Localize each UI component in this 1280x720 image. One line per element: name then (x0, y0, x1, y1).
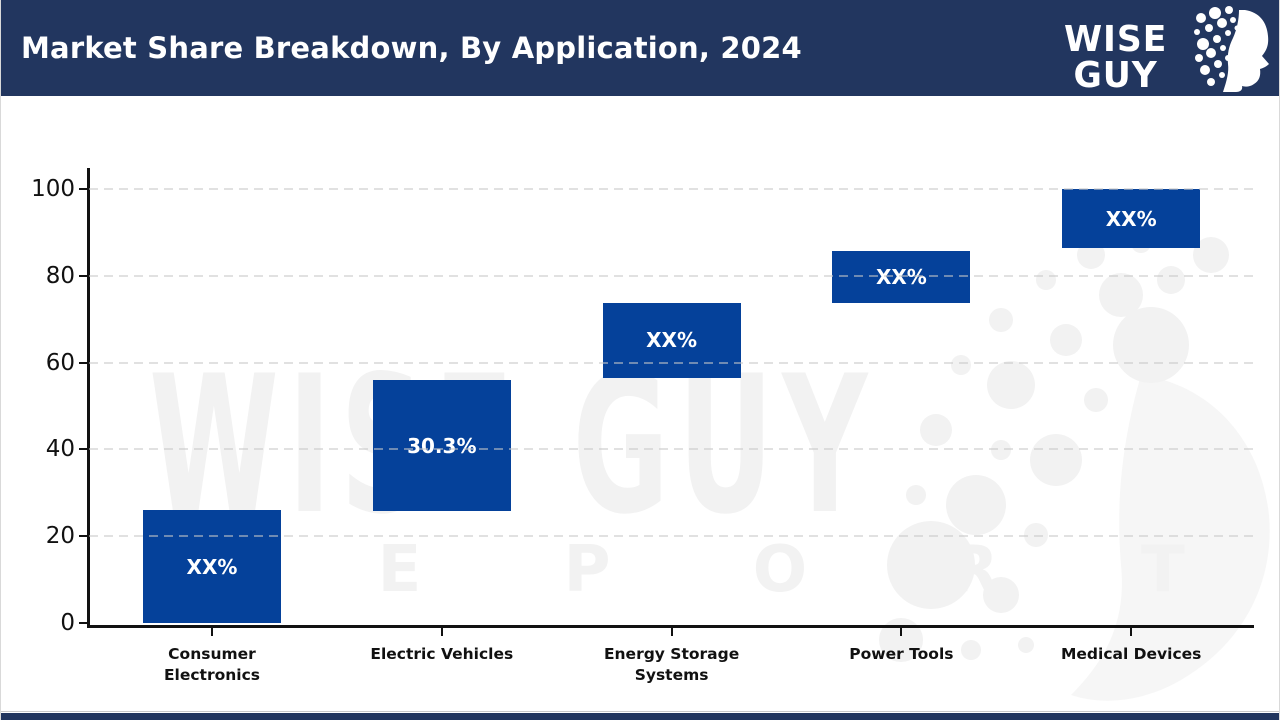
x-tick-mark (900, 627, 903, 636)
x-tick-mark (211, 627, 213, 636)
logo-text-wiseguy: WISE GUY (1063, 19, 1168, 96)
bar: XX% (143, 510, 281, 623)
chart-title: Market Share Breakdown, By Application, … (21, 31, 802, 65)
footer-divider (1, 711, 1279, 712)
footer-bar (1, 713, 1279, 720)
gridline (89, 535, 1254, 538)
y-tick-mark (79, 622, 88, 624)
gridline (89, 361, 1254, 364)
y-tick-label: 100 (31, 176, 75, 202)
y-tick-mark (79, 535, 88, 538)
bar-value-label: XX% (186, 554, 238, 579)
bar: 30.3% (372, 379, 511, 512)
x-tick-mark (1130, 627, 1133, 636)
category-label: Medical Devices (1060, 645, 1202, 663)
y-tick-label: 0 (60, 610, 75, 636)
category-label: Energy Storage Systems (603, 645, 740, 684)
x-tick-mark (670, 627, 673, 636)
bar-value-label: 30.3% (407, 433, 477, 458)
y-tick-label: 80 (45, 262, 75, 289)
logo-face-icon (1194, 6, 1269, 92)
y-tick-label: 40 (45, 436, 75, 463)
chart-canvas: WISE GUY R E P O R T S 020406080100XX%Co… (1, 96, 1279, 713)
y-tick-mark (79, 274, 88, 277)
y-tick-mark (79, 448, 88, 451)
x-axis-line (87, 625, 1254, 628)
category-label: Power Tools (849, 645, 954, 663)
gridline (89, 188, 1254, 190)
y-tick-mark (79, 361, 88, 364)
bar: XX% (1062, 189, 1201, 249)
y-tick-label: 20 (45, 523, 75, 550)
x-tick-mark (440, 627, 443, 636)
category-label: Consumer Electronics (163, 645, 261, 684)
y-tick-label: 60 (45, 349, 75, 376)
bar-value-label: XX% (646, 328, 698, 353)
watermark-reports-text: R E P O R T S (186, 533, 1279, 607)
y-tick-mark (79, 188, 88, 190)
watermark-head-dots-icon (879, 233, 1270, 701)
gridline (89, 274, 1254, 277)
header-bar: Market Share Breakdown, By Application, … (1, 0, 1279, 113)
bar-value-label: XX% (1105, 206, 1157, 231)
wiseguy-logo: WISE GUY R E P O R T S (1021, 0, 1271, 113)
gridline (89, 448, 1254, 451)
category-label: Electric Vehicles (370, 645, 514, 663)
y-axis-line (87, 168, 90, 627)
bar: XX% (602, 302, 741, 378)
